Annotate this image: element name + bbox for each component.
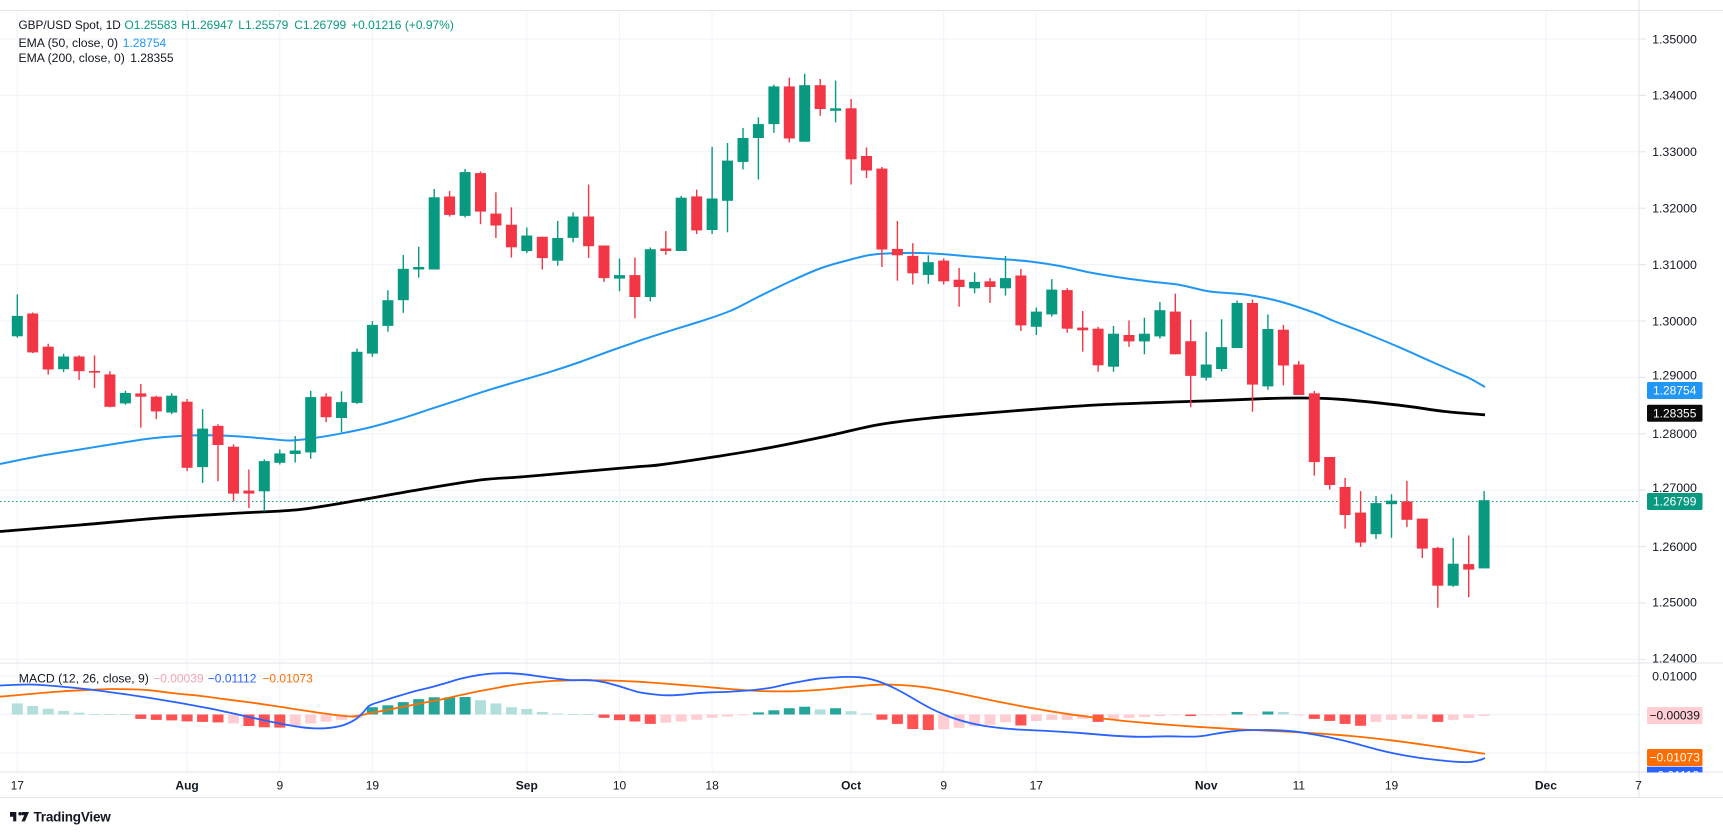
svg-text:1.28000: 1.28000	[1652, 427, 1697, 441]
svg-text:1.26799: 1.26799	[1653, 495, 1697, 509]
svg-text:1.28754: 1.28754	[1653, 384, 1697, 398]
svg-text:−0.00039: −0.00039	[153, 671, 204, 685]
svg-text:+0.01216 (+0.97%): +0.01216 (+0.97%)	[351, 18, 454, 32]
svg-text:1.29000: 1.29000	[1652, 369, 1697, 383]
svg-text:1.31000: 1.31000	[1652, 258, 1697, 272]
svg-text:19: 19	[366, 779, 380, 793]
svg-text:9: 9	[940, 779, 947, 793]
svg-text:EMA (50, close, 0): EMA (50, close, 0)	[19, 36, 119, 50]
svg-text:19: 19	[1385, 779, 1399, 793]
svg-text:1.25000: 1.25000	[1652, 595, 1697, 609]
svg-text:1.24000: 1.24000	[1652, 652, 1697, 666]
svg-text:1.30000: 1.30000	[1652, 314, 1697, 328]
svg-text:Nov: Nov	[1195, 779, 1218, 793]
svg-text:TradingView: TradingView	[34, 810, 112, 825]
svg-text:−0.01112: −0.01112	[1650, 769, 1699, 783]
svg-text:18: 18	[705, 779, 719, 793]
svg-text:−0.00039: −0.00039	[1650, 709, 1701, 723]
svg-text:C1.26799: C1.26799	[294, 18, 346, 32]
svg-text:10: 10	[613, 779, 627, 793]
svg-text:1.28355: 1.28355	[130, 51, 174, 65]
svg-text:1.28754: 1.28754	[123, 36, 167, 50]
svg-text:Aug: Aug	[175, 779, 198, 793]
svg-text:O1.25583: O1.25583	[124, 18, 177, 32]
svg-text:−0.01073: −0.01073	[262, 671, 313, 685]
svg-text:H1.26947: H1.26947	[181, 18, 233, 32]
svg-text:1.35000: 1.35000	[1652, 32, 1697, 46]
svg-text:EMA (200, close, 0): EMA (200, close, 0)	[19, 51, 125, 65]
svg-text:17: 17	[1030, 779, 1044, 793]
svg-text:9: 9	[276, 779, 283, 793]
svg-text:GBP/USD Spot, 1D: GBP/USD Spot, 1D	[19, 18, 121, 32]
svg-text:Dec: Dec	[1535, 779, 1557, 793]
svg-text:11: 11	[1293, 779, 1306, 793]
svg-text:MACD (12, 26, close, 9): MACD (12, 26, close, 9)	[19, 671, 149, 685]
svg-text:1.32000: 1.32000	[1652, 202, 1697, 216]
svg-text:−0.01073: −0.01073	[1650, 751, 1701, 765]
svg-text:L1.25579: L1.25579	[238, 18, 288, 32]
svg-text:Sep: Sep	[516, 779, 538, 793]
svg-text:1.28355: 1.28355	[1653, 406, 1697, 420]
svg-text:1.26000: 1.26000	[1652, 540, 1697, 554]
svg-text:0.01000: 0.01000	[1652, 670, 1697, 684]
svg-text:17: 17	[11, 779, 25, 793]
svg-text:Oct: Oct	[841, 779, 861, 793]
svg-text:1.34000: 1.34000	[1652, 89, 1697, 103]
svg-text:−0.01112: −0.01112	[208, 671, 257, 685]
svg-text:1.27000: 1.27000	[1652, 481, 1697, 495]
svg-text:7: 7	[1635, 779, 1642, 793]
svg-text:1.33000: 1.33000	[1652, 145, 1697, 159]
